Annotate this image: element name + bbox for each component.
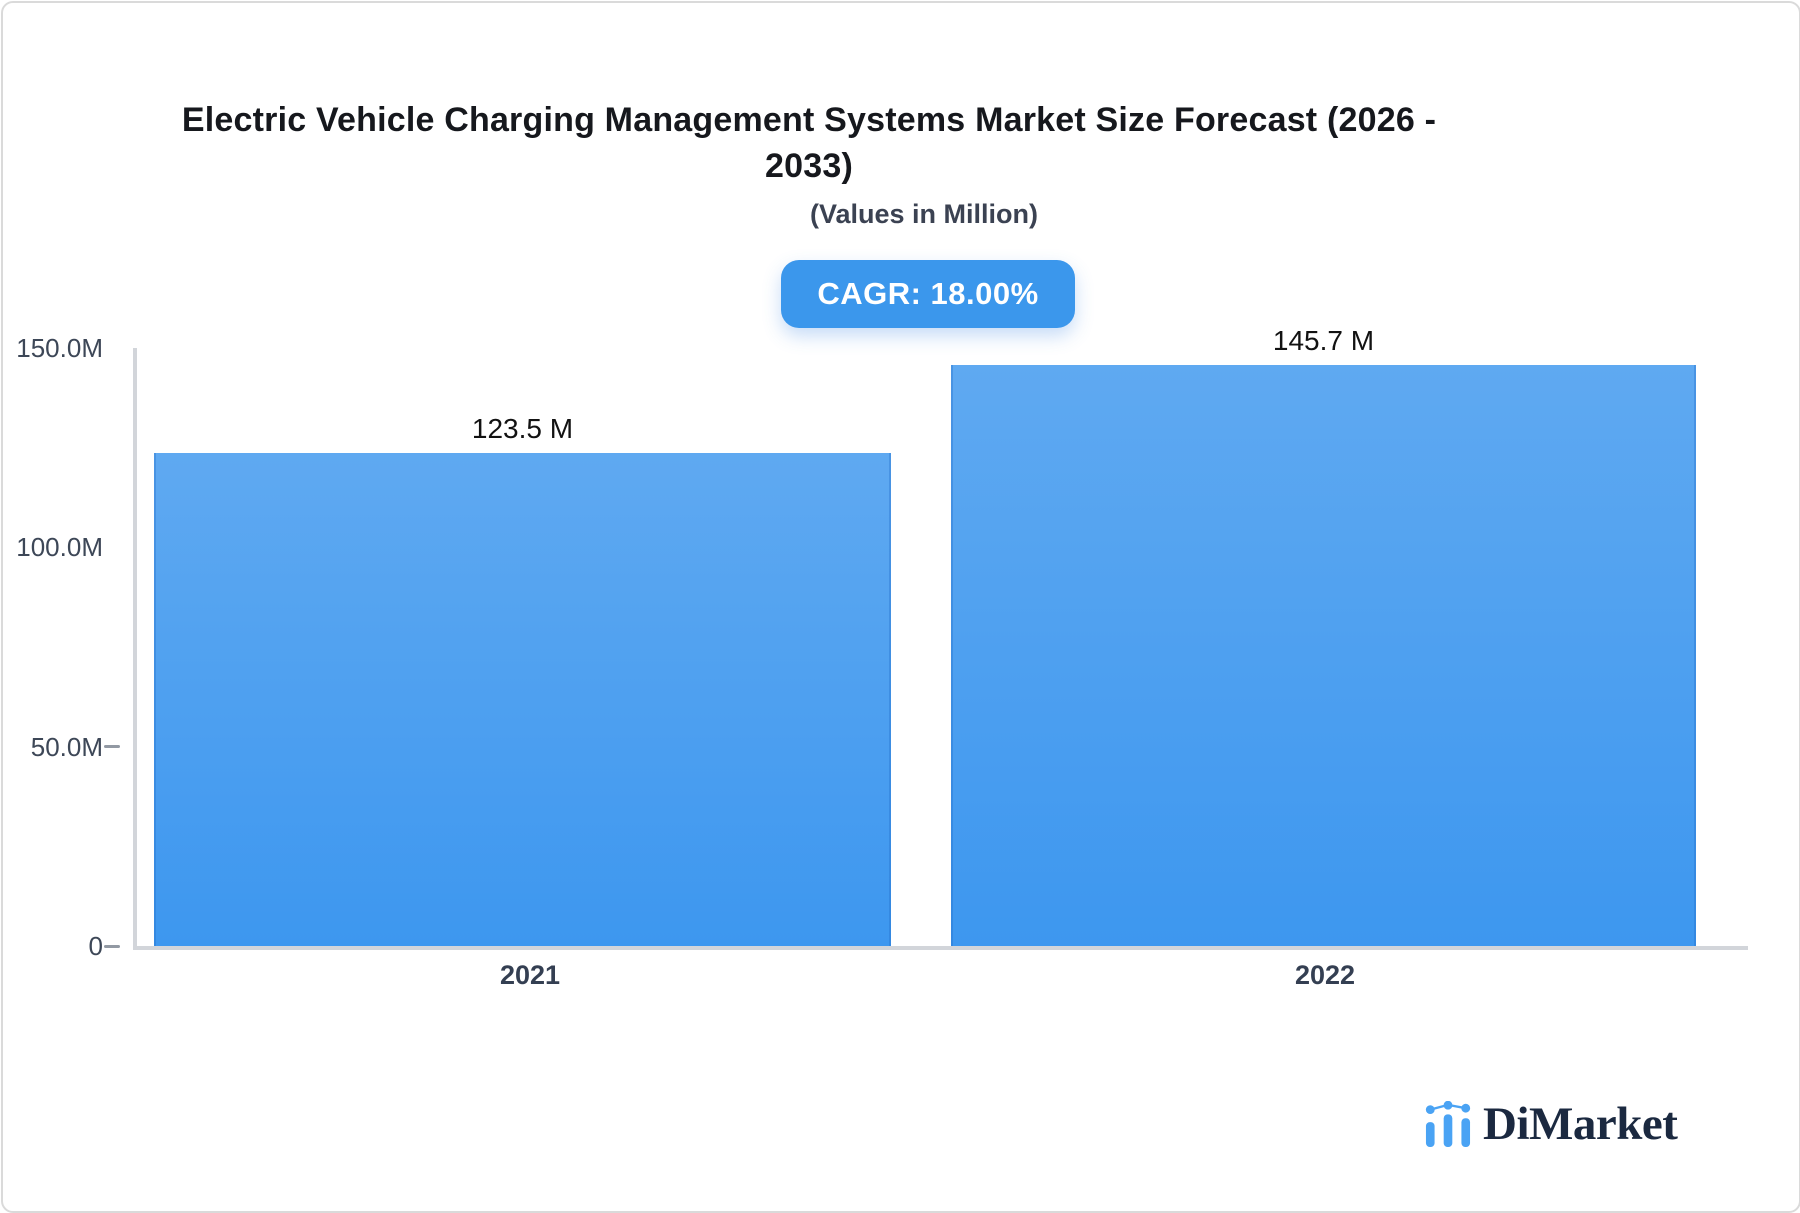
bar-2021[interactable] (154, 453, 891, 946)
y-axis-tick-label: 50.0M (30, 731, 103, 762)
logo-wordmark: DiMarket (1483, 1098, 1678, 1150)
chart-title: Electric Vehicle Charging Management Sys… (3, 97, 1707, 189)
bar-value-label: 123.5 M (471, 413, 574, 445)
chart-title-line1: Electric Vehicle Charging Management Sys… (181, 101, 1437, 139)
y-axis-tick-label: 100.0M (16, 532, 103, 562)
dimarket-logo: DiMarket (1424, 1097, 1678, 1150)
chart-subtitle: (Values in Million) (809, 199, 1039, 229)
y-axis-tick-mark (104, 944, 120, 948)
x-axis-label-2021: 2021 (499, 960, 561, 990)
x-axis-label-2022: 2022 (1294, 960, 1356, 990)
x-axis-line (133, 946, 1748, 950)
y-axis-tick-label: 0 (88, 931, 103, 961)
chart-title-line2: 2033) (765, 147, 853, 185)
y-axis-line (133, 348, 137, 950)
bar-value-label: 145.7 M (1272, 324, 1375, 356)
cagr-badge: CAGR: 18.00% (781, 260, 1075, 328)
y-axis-tick-label: 150.0M (16, 332, 103, 363)
y-axis-tick-mark (104, 745, 120, 748)
bar-chart-logo-icon (1425, 1101, 1471, 1147)
bar-2022[interactable] (951, 364, 1696, 946)
